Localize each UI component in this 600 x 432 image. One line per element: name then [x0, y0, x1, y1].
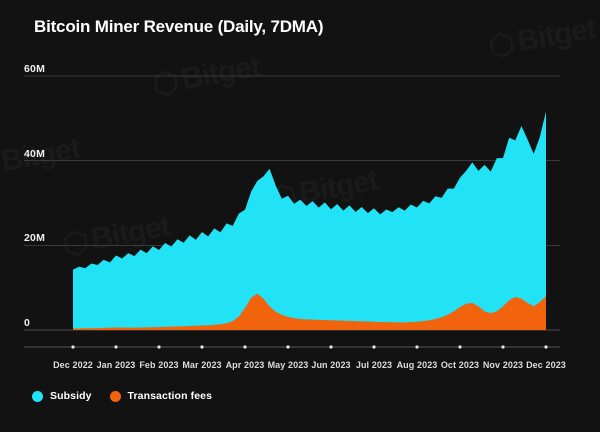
- y-axis-tick-label: 20M: [24, 232, 46, 245]
- x-axis-tick-label: Feb 2023: [139, 360, 179, 370]
- x-axis-tick-dot: [286, 345, 290, 349]
- x-axis-tick-label: Apr 2023: [225, 360, 265, 370]
- legend-color-swatch-icon: [109, 390, 121, 402]
- x-axis-tick-dot: [544, 345, 548, 349]
- x-axis-tick-dot: [372, 345, 376, 349]
- x-axis-tick-dot: [200, 345, 204, 349]
- x-axis-tick-label: Nov 2023: [482, 360, 524, 370]
- x-axis-tick-label: Mar 2023: [182, 360, 222, 370]
- x-axis-tick-label: Oct 2023: [440, 360, 480, 370]
- y-axis-tick-label: 0: [24, 317, 31, 329]
- legend-label: Subsidy: [50, 390, 92, 402]
- x-axis-tick-dot: [458, 345, 462, 349]
- x-axis-tick-dot: [501, 345, 505, 349]
- axis-ticks: [71, 345, 548, 349]
- x-axis-tick-label: Jul 2023: [355, 360, 393, 370]
- area-series-group: [73, 111, 546, 330]
- chart-legend: Subsidy Transaction fees: [32, 390, 212, 402]
- legend-label: Transaction fees: [127, 390, 213, 402]
- x-axis-tick-dot: [157, 345, 161, 349]
- x-axis-tick-dot: [415, 345, 419, 349]
- area-transaction-fees: [73, 293, 546, 330]
- x-axis-tick-label: Dec 2023: [526, 360, 566, 370]
- x-axis-tick-label: Aug 2023: [396, 360, 438, 370]
- y-axis-tick-label: 60M: [24, 63, 46, 75]
- legend-color-swatch-icon: [32, 390, 43, 402]
- legend-item[interactable]: Subsidy: [32, 390, 92, 402]
- x-axis-tick-dot: [243, 345, 247, 349]
- x-axis-tick-label: Jan 2023: [96, 360, 136, 370]
- x-axis-tick-dot: [114, 345, 118, 349]
- x-axis-tick-dot: [329, 345, 333, 349]
- x-axis-tick-dot: [71, 345, 75, 349]
- legend-item[interactable]: Transaction fees: [109, 390, 213, 402]
- x-axis-tick-label: Jun 2023: [311, 360, 351, 370]
- y-axis-tick-label: 40M: [24, 147, 46, 160]
- page-title: Bitcoin Miner Revenue (Daily, 7DMA): [34, 17, 324, 36]
- x-axis-tick-label: May 2023: [267, 360, 309, 370]
- area-subsidy: [73, 111, 546, 330]
- x-axis-tick-label: Dec 2022: [53, 360, 93, 370]
